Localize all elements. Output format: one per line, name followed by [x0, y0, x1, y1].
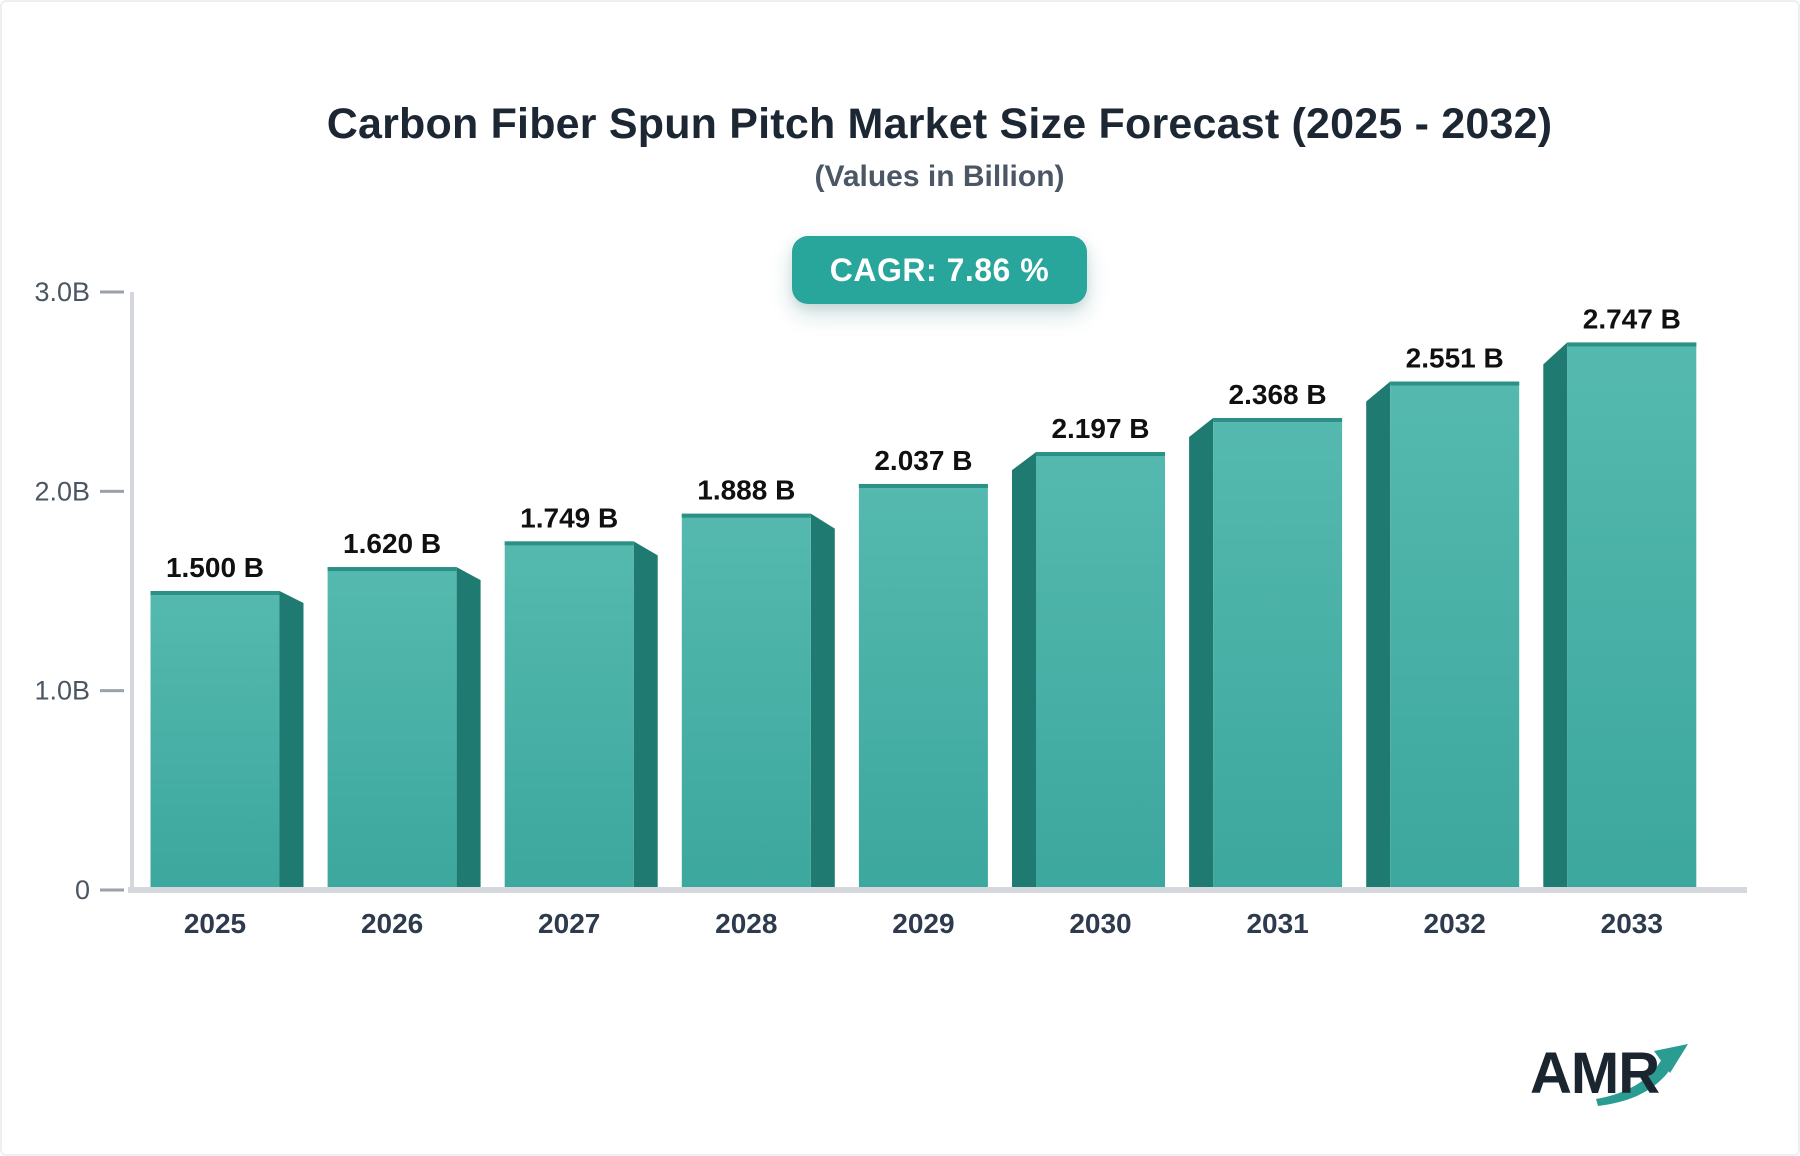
y-axis-label-2.0B: 2.0B: [34, 476, 90, 506]
y-axis-tick: [100, 290, 124, 294]
bar-value-label-2030: 2.197 B: [1051, 413, 1149, 444]
x-axis-label-2028: 2028: [715, 908, 777, 939]
bar-2027: 1.749 B: [504, 502, 658, 893]
bar-2030: 2.197 B: [1012, 413, 1165, 893]
bar-side-face: [456, 567, 481, 893]
bar-top-edge: [1036, 452, 1165, 457]
y-axis-line: [130, 292, 134, 893]
bar-front-face: [327, 567, 457, 893]
bar-2032: 2.551 B: [1366, 343, 1520, 893]
bar-2031: 2.368 B: [1189, 379, 1343, 893]
x-axis-label-2029: 2029: [892, 908, 954, 939]
bar-side-face: [1543, 342, 1568, 893]
bar-side-face: [633, 541, 658, 893]
x-axis-label-2033: 2033: [1601, 908, 1663, 939]
y-axis-label-3.0B: 3.0B: [34, 277, 90, 307]
bar-top-edge: [504, 541, 634, 546]
x-axis-label-2025: 2025: [184, 908, 246, 939]
bar-value-label-2029: 2.037 B: [874, 445, 972, 476]
chart-title: Carbon Fiber Spun Pitch Market Size Fore…: [326, 100, 1553, 148]
growth-arrow-icon: [1596, 1044, 1688, 1106]
bar-2028: 1.888 B: [681, 475, 835, 893]
bar-side-face: [1189, 417, 1214, 893]
bar-front-face: [150, 591, 280, 893]
bar-top-edge: [1213, 417, 1343, 422]
cagr-badge: CAGR: 7.86 %: [791, 236, 1088, 304]
bar-side-face: [810, 513, 835, 893]
bar-side-face: [1012, 452, 1036, 893]
bar-side-face: [279, 591, 304, 893]
y-axis-tick: [100, 689, 124, 693]
bar-front-face: [1213, 417, 1343, 893]
bar-top-edge: [327, 567, 457, 572]
bar-front-face: [504, 541, 634, 893]
chart-header: Carbon Fiber Spun Pitch Market Size Fore…: [132, 2, 1747, 304]
bar-value-label-2031: 2.368 B: [1229, 379, 1327, 410]
bar-front-face: [1567, 342, 1697, 893]
chart-subtitle: (Values in Billion): [814, 160, 1065, 193]
x-axis-label-2031: 2031: [1246, 908, 1308, 939]
x-axis-label-2027: 2027: [538, 908, 600, 939]
x-axis-label-2026: 2026: [361, 908, 423, 939]
bar-front-face: [1036, 452, 1165, 893]
amr-logo: AMR: [1530, 1034, 1720, 1118]
bar-top-edge: [681, 513, 811, 518]
y-axis-tick: [100, 888, 124, 892]
bar-value-label-2032: 2.551 B: [1406, 343, 1504, 374]
bar-top-edge: [858, 483, 988, 488]
bar-front-face: [858, 483, 988, 893]
bar-front-face: [1390, 381, 1520, 893]
amr-logo-text: AMR: [1530, 1041, 1660, 1106]
bar-value-label-2027: 1.749 B: [520, 502, 618, 533]
x-axis-label-2032: 2032: [1424, 908, 1486, 939]
bar-value-label-2033: 2.747 B: [1583, 303, 1681, 334]
bar-2033: 2.747 B: [1543, 303, 1697, 893]
bar-2025: 1.500 B: [150, 552, 304, 893]
bar-top-edge: [1390, 381, 1520, 386]
y-axis-label-1.0B: 1.0B: [34, 676, 90, 706]
y-axis-label-0: 0: [75, 875, 90, 905]
bar-value-label-2028: 1.888 B: [697, 475, 795, 506]
bar-top-edge: [150, 591, 280, 595]
y-axis-tick: [100, 489, 124, 493]
bar-front-face: [681, 513, 811, 893]
bar-2026: 1.620 B: [327, 528, 481, 893]
bar-2029: 2.037 B: [858, 445, 988, 893]
bar-top-edge: [1567, 342, 1697, 347]
bar-value-label-2026: 1.620 B: [343, 528, 441, 559]
bar-side-face: [1366, 381, 1391, 893]
bar-value-label-2025: 1.500 B: [166, 552, 264, 583]
x-axis-line: [128, 887, 1747, 893]
x-axis-label-2030: 2030: [1069, 908, 1131, 939]
